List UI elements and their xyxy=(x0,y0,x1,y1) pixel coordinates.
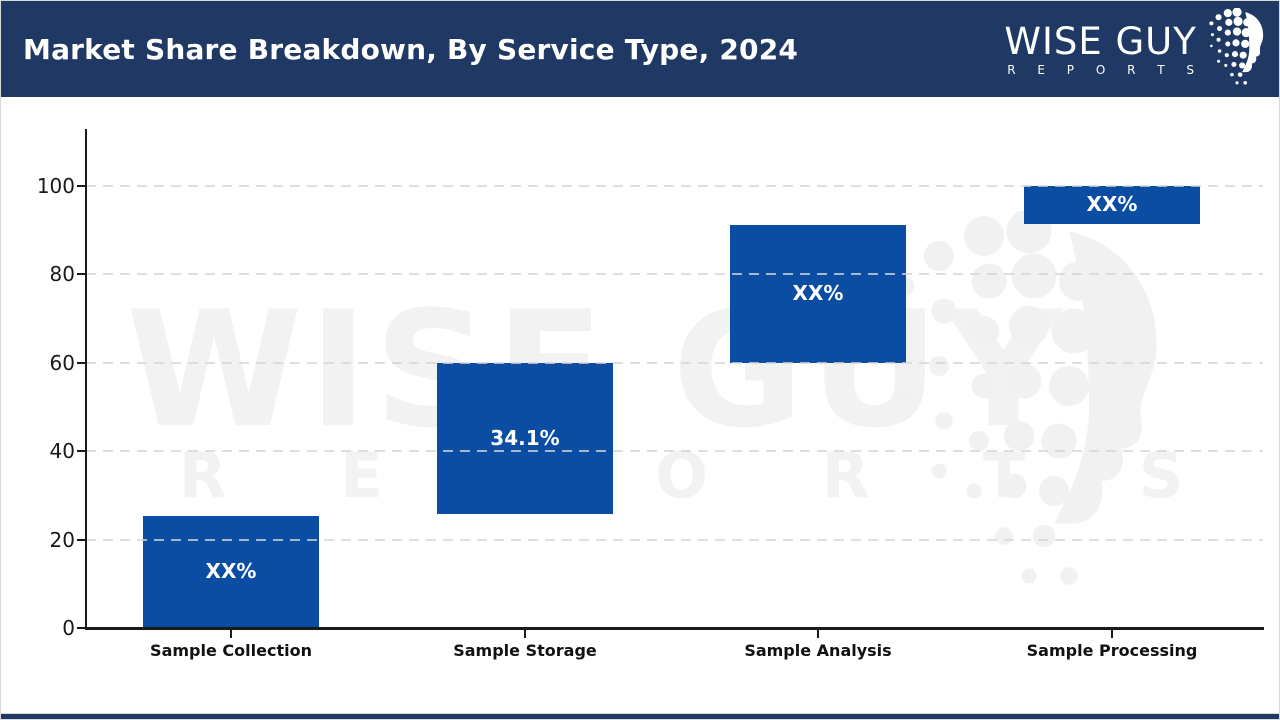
y-tick-label: 20 xyxy=(49,527,75,552)
grid-line xyxy=(86,450,1263,453)
bar-value-label: 34.1% xyxy=(490,425,560,450)
x-tick-label: Sample Storage xyxy=(453,641,597,660)
y-tick-label: 0 xyxy=(62,616,75,640)
x-tick-mark xyxy=(524,630,526,638)
y-axis-line xyxy=(85,129,87,630)
y-tick-mark xyxy=(77,450,85,453)
bar xyxy=(143,516,319,628)
x-tick-label: Sample Processing xyxy=(1026,641,1198,660)
logo-text-line1: WISE GUY xyxy=(1004,19,1197,63)
y-tick-label: 80 xyxy=(49,262,75,287)
watermark-face xyxy=(894,211,1157,585)
x-tick-mark xyxy=(230,630,232,638)
bar-value-label: XX% xyxy=(205,559,257,584)
grid-line xyxy=(86,273,1263,276)
grid-line xyxy=(86,185,1263,187)
bar xyxy=(437,363,613,514)
wiseguy-face-icon xyxy=(1209,8,1264,85)
wiseguy-logo: WISE GUY R E P O R T S xyxy=(998,8,1267,90)
bar-value-label: XX% xyxy=(1086,192,1138,217)
bar xyxy=(730,224,906,363)
bar xyxy=(1024,186,1200,225)
y-tick-label: 60 xyxy=(49,350,75,375)
footer-divider xyxy=(1,713,1279,714)
footer-bar xyxy=(1,714,1279,719)
x-tick-mark xyxy=(1111,630,1113,638)
grid-line xyxy=(86,361,1263,364)
x-axis-line xyxy=(85,627,1264,630)
y-tick-label: 100 xyxy=(36,174,75,198)
header-bar: Market Share Breakdown, By Service Type,… xyxy=(1,1,1279,97)
x-tick-label: Sample Collection xyxy=(150,641,312,660)
y-tick-mark xyxy=(77,538,85,541)
y-tick-label: 40 xyxy=(49,439,75,464)
y-tick-mark xyxy=(77,361,85,364)
page-title: Market Share Breakdown, By Service Type,… xyxy=(23,32,799,66)
x-tick-mark xyxy=(817,630,819,638)
y-tick-mark xyxy=(77,627,85,629)
y-tick-mark xyxy=(77,185,85,187)
y-tick-mark xyxy=(77,273,85,276)
grid-line xyxy=(86,538,1263,541)
logo-text-line2: R E P O R T S xyxy=(1007,62,1203,77)
x-tick-label: Sample Analysis xyxy=(744,641,892,660)
bar-value-label: XX% xyxy=(792,280,844,305)
